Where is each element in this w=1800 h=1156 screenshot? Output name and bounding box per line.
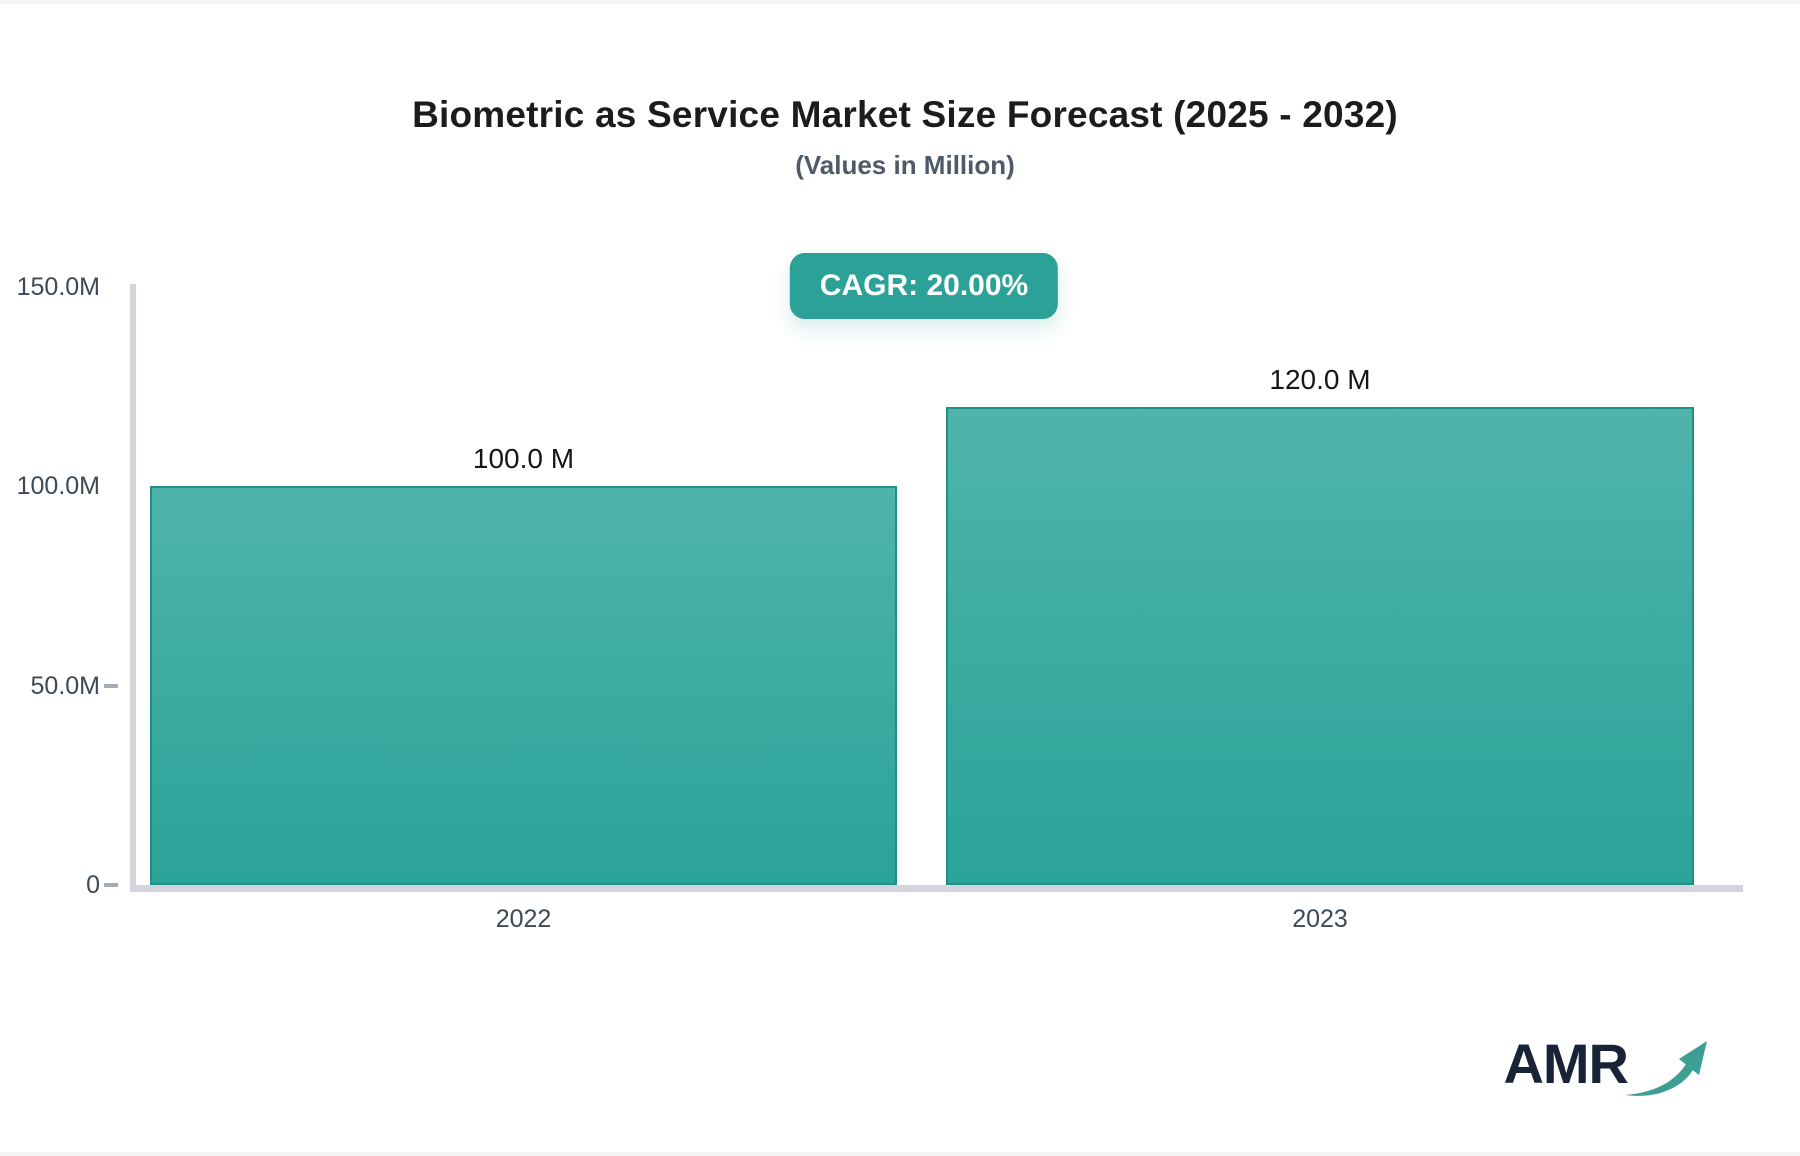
y-axis-label: 150.0M <box>16 273 100 301</box>
y-axis-label: 0 <box>86 871 100 899</box>
amr-logo: AMR <box>1503 1036 1708 1100</box>
chart-title: Biometric as Service Market Size Forecas… <box>412 94 1398 135</box>
y-axis-tick-mark <box>104 683 118 688</box>
chart-subtitle: (Values in Million) <box>795 150 1015 180</box>
top-border-line <box>0 0 1800 4</box>
bar-value-label-2022: 100.0 M <box>472 443 575 474</box>
x-axis-label-2023: 2023 <box>1292 905 1348 933</box>
y-axis-label: 100.0M <box>16 472 100 501</box>
bar-2023 <box>946 407 1694 885</box>
x-axis-label-2022: 2022 <box>495 905 552 933</box>
x-axis-line <box>130 885 1743 892</box>
cagr-badge: CAGR: 20.00% <box>789 253 1059 319</box>
bar-2022 <box>150 486 897 885</box>
y-axis-tick-mark <box>104 883 118 887</box>
amr-logo-text: AMR <box>1503 1032 1629 1095</box>
growth-arrow-icon <box>1625 1041 1707 1096</box>
y-axis-line <box>130 284 136 892</box>
y-axis-label: 50.0M <box>30 671 100 700</box>
bottom-border-line <box>0 1152 1800 1156</box>
bar-value-label-2023: 120.0 M <box>1269 364 1371 395</box>
